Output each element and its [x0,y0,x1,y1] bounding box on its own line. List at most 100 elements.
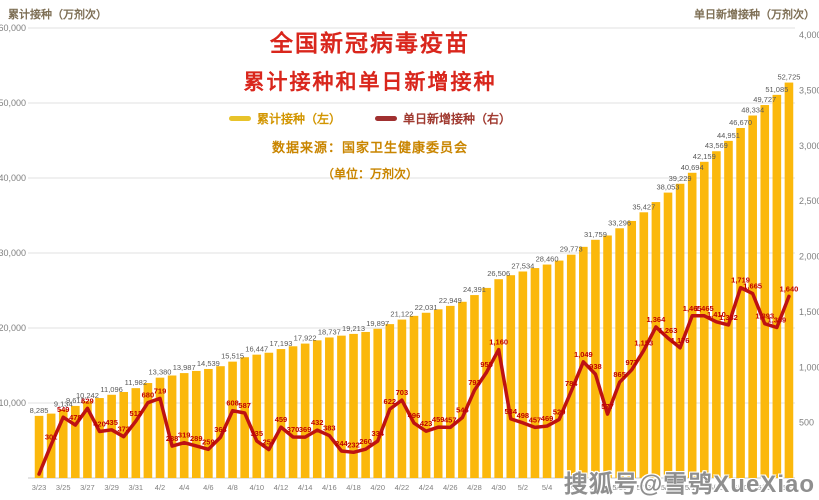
line-label-4/6: 259 [202,437,215,446]
line-label-5/5: 529 [553,407,566,416]
x-tick-4/6: 4/6 [203,483,213,492]
bar-label-3/27: 10,242 [76,391,99,400]
bar-4/2 [155,377,165,478]
x-tick-5/2: 5/2 [518,483,528,492]
line-label-3/30: 373 [117,425,130,434]
line-label-4/2: 719 [154,386,167,395]
bar-label-5/17: 42,159 [693,152,716,161]
bar-label-4/28: 24,391 [463,285,486,294]
bar-3/29 [107,394,116,478]
line-label-4/30: 1,160 [489,338,508,347]
line-label-5/20: 1,719 [731,276,750,285]
x-tick-4/10: 4/10 [249,483,264,492]
line-label-5/21: 1,665 [743,282,762,291]
bar-4/3 [167,375,177,478]
bar-5/5 [554,260,564,478]
bar-5/12 [639,212,649,479]
x-tick-3/25: 3/25 [56,483,71,492]
line-label-5/6: 784 [565,379,578,388]
x-tick-5/20: 5/20 [733,483,748,492]
chart-title-line1: 全国新冠病毒疫苗 [270,30,470,56]
bar-4/18 [349,333,358,478]
line-label-4/27: 546 [456,406,469,415]
line-label-5/24: 1,640 [780,284,799,293]
bar-4/15 [312,340,322,478]
x-tick-5/8: 5/8 [590,483,600,492]
x-tick-4/28: 4/28 [467,483,482,492]
line-label-5/10: 865 [613,370,626,379]
line-label-3/31: 513 [130,409,143,418]
bar-label-4/10: 16,447 [245,345,268,354]
line-label-4/4: 319 [178,431,191,440]
left-axis-tick: 20,000 [0,323,26,333]
line-label-3/28: 420 [93,419,106,428]
bar-label-4/24: 22,031 [415,303,438,312]
line-label-5/23: 1,359 [767,315,786,324]
bar-3/27 [83,401,92,478]
bar-3/26 [71,405,80,478]
bar-label-4/26: 22,949 [439,296,462,305]
bar-4/7 [216,366,225,478]
left-axis-tick: 60,000 [0,23,26,33]
left-axis-tick: 40,000 [0,173,26,183]
bar-label-4/2: 13,380 [149,368,172,377]
x-tick-4/14: 4/14 [298,483,313,492]
line-label-4/7: 368 [214,425,227,434]
line-label-4/14: 369 [299,425,312,434]
x-tick-4/22: 4/22 [395,483,410,492]
bar-5/24 [784,82,794,478]
bar-label-3/25: 9,134 [54,399,73,408]
bar-4/6 [204,368,213,478]
bar-5/13 [651,202,661,478]
bar-label-5/18: 43,569 [705,141,728,150]
right-axis-tick: 1,500 [799,307,819,317]
line-label-4/20: 334 [371,429,384,438]
legend-daily-label: 单日新增接种（右） [403,112,512,126]
bar-4/17 [337,335,346,478]
x-tick-4/16: 4/16 [322,483,337,492]
line-label-5/13: 1,364 [647,315,667,324]
line-label-4/26: 457 [444,415,457,424]
line-label-4/25: 459 [432,415,445,424]
bar-5/1 [506,275,516,478]
x-tick-5/6: 5/6 [566,483,576,492]
bar-label-5/21: 48,334 [741,105,764,114]
bar-label-5/14: 38,053 [657,183,680,192]
line-label-4/19: 260 [359,437,372,446]
bar-4/26 [445,305,455,478]
line-label-5/16: 1,465 [683,304,702,313]
bar-4/9 [240,357,249,478]
right-axis-tick: 1,000 [799,362,819,372]
bar-5/23 [772,94,782,479]
bar-label-5/10: 33,296 [608,218,631,227]
bar-label-4/4: 13,987 [173,363,196,372]
bar-4/25 [433,309,443,478]
line-label-5/22: 1,393 [755,312,774,321]
bar-5/20 [736,127,745,478]
line-label-5/9: 577 [601,402,614,411]
line-label-4/15: 432 [311,418,324,427]
line-label-5/1: 534 [505,407,518,416]
line-label-4/10: 335 [251,429,264,438]
line-label-5/19: 1,382 [719,313,738,322]
bar-label-4/16: 18,737 [318,327,341,336]
line-label-3/27: 629 [81,396,94,405]
bar-4/10 [252,354,262,478]
bar-label-5/12: 35,427 [632,202,655,211]
bar-4/5 [191,370,201,478]
line-label-5/8: 938 [589,362,602,371]
line-label-4/29: 955 [480,360,493,369]
line-label-4/22: 703 [396,388,409,397]
line-label-5/18: 1,410 [707,310,726,319]
chart-legend: 累计接种（左） 单日新增接种（右） [150,110,590,127]
chart-title-line2: 累计接种和单日新增接种 [243,71,497,94]
x-tick-4/20: 4/20 [370,483,385,492]
bar-4/11 [264,352,274,478]
bar-label-5/24: 52,725 [777,73,800,82]
line-label-5/11: 977 [625,358,638,367]
x-tick-5/18: 5/18 [709,483,724,492]
line-label-3/26: 478 [69,413,82,422]
bar-label-5/15: 39,229 [669,174,692,183]
